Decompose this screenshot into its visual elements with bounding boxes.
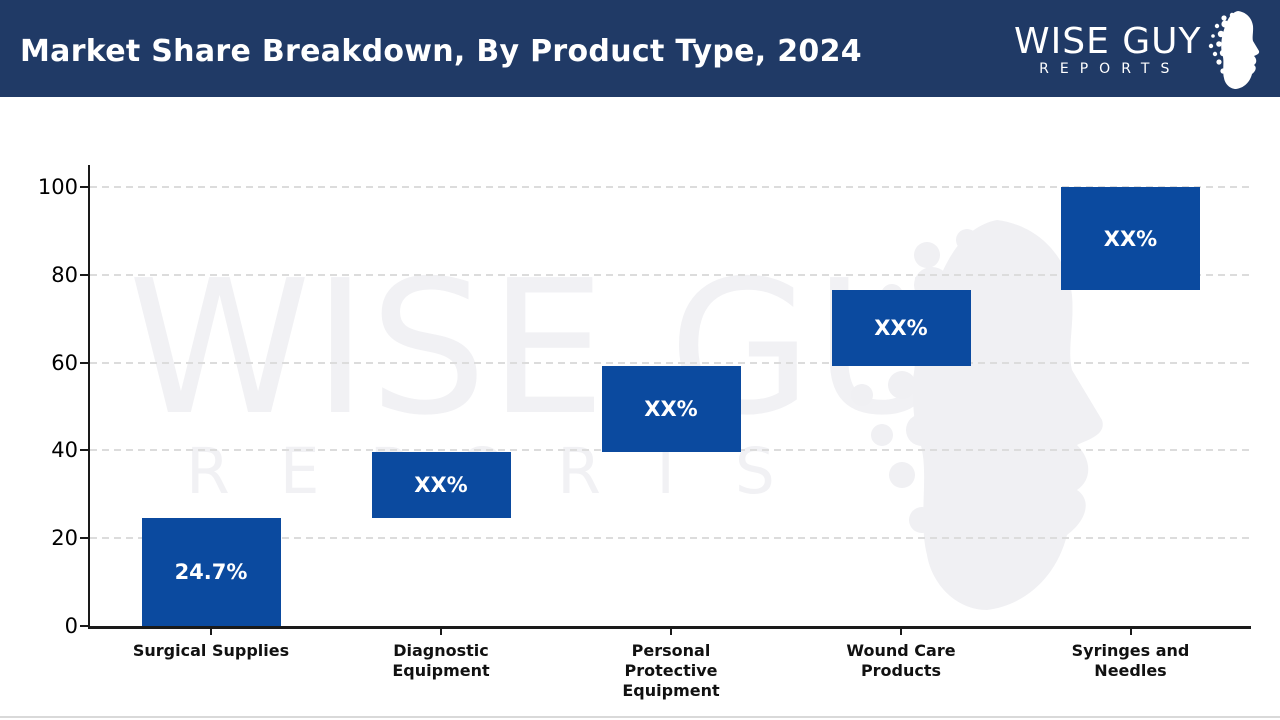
gridline <box>90 361 1251 364</box>
bar-value-label: XX% <box>414 472 468 497</box>
footer-divider <box>0 716 1280 718</box>
bar-value-label: XX% <box>644 396 698 421</box>
y-tick <box>80 449 89 452</box>
bar-value-label: 24.7% <box>174 559 248 584</box>
y-tick-label: 40 <box>51 438 78 463</box>
waterfall-bar: XX% <box>1061 187 1200 291</box>
brand-logo-text: WISE GUY REPORTS <box>1014 20 1202 78</box>
page-title: Market Share Breakdown, By Product Type,… <box>20 34 862 69</box>
dotted-head-icon <box>1208 11 1259 89</box>
x-tick <box>440 627 442 635</box>
brand-subtitle: REPORTS <box>1039 61 1181 78</box>
gridline <box>90 273 1251 276</box>
x-tick <box>210 627 212 635</box>
gridline <box>90 537 1251 540</box>
gridline <box>90 186 1251 188</box>
y-tick-label: 20 <box>51 526 78 551</box>
y-tick-label: 80 <box>51 262 78 287</box>
y-tick <box>80 537 89 540</box>
y-axis-spine <box>88 165 90 629</box>
y-tick-label: 60 <box>51 350 78 375</box>
bar-value-label: XX% <box>1103 226 1158 251</box>
waterfall-bar: XX% <box>831 290 971 366</box>
header-bar: Market Share Breakdown, By Product Type,… <box>0 0 1280 97</box>
waterfall-bar: XX% <box>371 452 511 518</box>
x-axis-spine <box>88 626 1251 629</box>
x-tick <box>670 627 672 635</box>
x-axis-label: Surgical Supplies <box>132 641 290 660</box>
x-axis-label: Personal Protective Equipment <box>622 641 720 700</box>
y-tick-label: 100 <box>37 175 78 199</box>
y-tick <box>80 625 89 627</box>
waterfall-bar: XX% <box>601 365 741 453</box>
x-axis-label: Diagnostic Equipment <box>392 641 490 680</box>
waterfall-bar: 24.7% <box>141 517 281 626</box>
bar-value-label: XX% <box>874 315 928 340</box>
y-tick <box>80 361 89 364</box>
y-tick-label: 0 <box>64 614 78 638</box>
x-tick <box>1129 627 1132 635</box>
brand-logo: WISE GUY REPORTS <box>1014 6 1274 94</box>
x-tick <box>900 627 902 635</box>
x-axis-label: Wound Care Products <box>846 641 956 680</box>
x-axis-label: Syringes and Needles <box>1071 641 1190 680</box>
brand-name: WISE GUY <box>1014 20 1202 62</box>
y-tick <box>80 273 89 276</box>
y-tick <box>80 186 89 188</box>
